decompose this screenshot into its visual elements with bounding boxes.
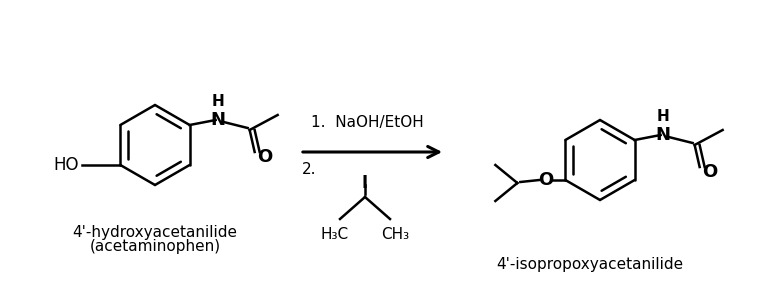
- Text: N: N: [210, 111, 225, 129]
- Text: 4'-isopropoxyacetanilide: 4'-isopropoxyacetanilide: [496, 257, 683, 272]
- Text: (acetaminophen): (acetaminophen): [90, 239, 221, 254]
- Text: O: O: [537, 171, 553, 189]
- Text: I: I: [362, 174, 368, 192]
- Text: O: O: [702, 163, 718, 181]
- Text: 4'-hydroxyacetanilide: 4'-hydroxyacetanilide: [73, 224, 237, 239]
- Text: N: N: [655, 126, 670, 144]
- Text: 1.  NaOH/EtOH: 1. NaOH/EtOH: [311, 115, 424, 130]
- Text: H₃C: H₃C: [321, 227, 349, 242]
- Text: O: O: [257, 148, 272, 166]
- Text: 2.: 2.: [302, 163, 317, 178]
- Text: CH₃: CH₃: [381, 227, 409, 242]
- Text: H: H: [656, 109, 669, 124]
- Text: HO: HO: [54, 156, 80, 174]
- Text: H: H: [211, 94, 224, 109]
